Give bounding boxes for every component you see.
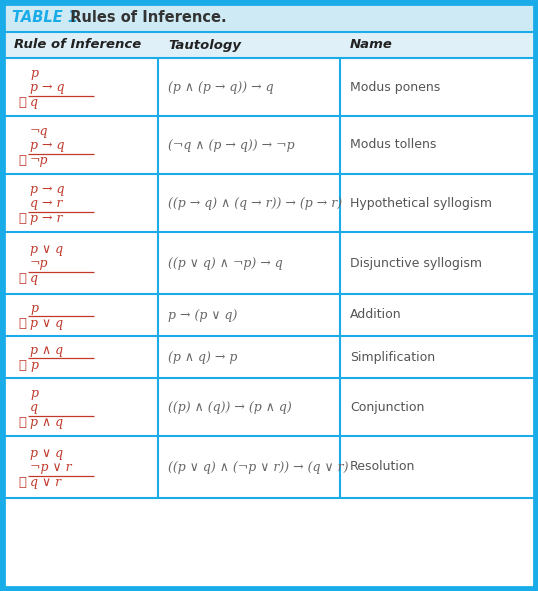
Text: ¬q: ¬q (30, 125, 48, 138)
Text: p → q: p → q (30, 82, 65, 95)
Text: (p ∧ (p → q)) → q: (p ∧ (p → q)) → q (168, 80, 274, 93)
Text: ((p ∨ q) ∧ ¬p) → q: ((p ∨ q) ∧ ¬p) → q (168, 256, 283, 269)
Text: p ∧ q: p ∧ q (30, 416, 63, 429)
Text: ∴: ∴ (18, 96, 26, 109)
Text: Resolution: Resolution (350, 460, 415, 473)
Text: Hypothetical syllogism: Hypothetical syllogism (350, 196, 492, 209)
Text: ∴: ∴ (18, 317, 26, 330)
Text: Conjunction: Conjunction (350, 401, 424, 414)
Bar (340, 436, 534, 498)
Text: ((p) ∧ (q)) → (p ∧ q): ((p) ∧ (q)) → (p ∧ q) (168, 401, 292, 414)
Text: p ∨ q: p ∨ q (30, 447, 63, 460)
Bar (158, 378, 340, 436)
Text: p: p (30, 387, 38, 400)
Text: ∴: ∴ (18, 272, 26, 285)
Text: ((p → q) ∧ (q → r)) → (p → r): ((p → q) ∧ (q → r)) → (p → r) (168, 196, 342, 209)
Text: TABLE 1: TABLE 1 (12, 11, 78, 25)
Text: q → r: q → r (30, 197, 62, 210)
Text: Simplification: Simplification (350, 350, 435, 363)
Bar (4, 336, 158, 378)
Text: p ∨ q: p ∨ q (30, 243, 63, 256)
Text: q: q (30, 401, 38, 414)
Text: p → q: p → q (30, 139, 65, 152)
Text: Name: Name (350, 38, 393, 51)
Bar (4, 294, 158, 336)
Text: p: p (30, 359, 38, 372)
Text: p → (p ∨ q): p → (p ∨ q) (168, 309, 237, 322)
Text: ¬p: ¬p (30, 154, 48, 167)
Bar (340, 336, 534, 378)
Text: Modus tollens: Modus tollens (350, 138, 436, 151)
Text: Addition: Addition (350, 309, 402, 322)
Bar (4, 32, 534, 58)
Text: Modus ponens: Modus ponens (350, 80, 440, 93)
Bar (158, 232, 340, 294)
Text: (¬q ∧ (p → q)) → ¬p: (¬q ∧ (p → q)) → ¬p (168, 138, 295, 151)
Bar (158, 116, 340, 174)
Bar (340, 378, 534, 436)
Text: Disjunctive syllogism: Disjunctive syllogism (350, 256, 482, 269)
Text: (p ∧ q) → p: (p ∧ q) → p (168, 350, 237, 363)
Bar (340, 232, 534, 294)
Text: Rules of Inference.: Rules of Inference. (60, 11, 226, 25)
Text: p ∨ q: p ∨ q (30, 317, 63, 330)
Bar (158, 336, 340, 378)
Text: p → r: p → r (30, 212, 62, 225)
Bar (4, 436, 158, 498)
Bar (4, 116, 158, 174)
Bar (158, 436, 340, 498)
Bar (4, 232, 158, 294)
Text: ¬p: ¬p (30, 258, 48, 271)
Bar (158, 58, 340, 116)
Text: p: p (30, 302, 38, 315)
Text: p → q: p → q (30, 183, 65, 196)
Bar (158, 174, 340, 232)
Text: ∴: ∴ (18, 212, 26, 225)
Bar (340, 174, 534, 232)
Text: ∴: ∴ (18, 416, 26, 429)
Text: ((p ∨ q) ∧ (¬p ∨ r)) → (q ∨ r): ((p ∨ q) ∧ (¬p ∨ r)) → (q ∨ r) (168, 460, 349, 473)
Text: ∴: ∴ (18, 476, 26, 489)
Bar (4, 4, 534, 32)
Text: ¬p ∨ r: ¬p ∨ r (30, 462, 72, 475)
Bar (4, 378, 158, 436)
Text: Rule of Inference: Rule of Inference (14, 38, 141, 51)
Bar (158, 294, 340, 336)
Bar (4, 58, 158, 116)
Text: Tautology: Tautology (168, 38, 241, 51)
Text: p ∧ q: p ∧ q (30, 344, 63, 357)
Bar (340, 58, 534, 116)
Text: q: q (30, 96, 38, 109)
Text: ∴: ∴ (18, 359, 26, 372)
Bar (4, 174, 158, 232)
Text: ∴: ∴ (18, 154, 26, 167)
Bar (340, 294, 534, 336)
Bar (340, 116, 534, 174)
Text: q ∨ r: q ∨ r (30, 476, 61, 489)
Text: p: p (30, 67, 38, 80)
Text: q: q (30, 272, 38, 285)
